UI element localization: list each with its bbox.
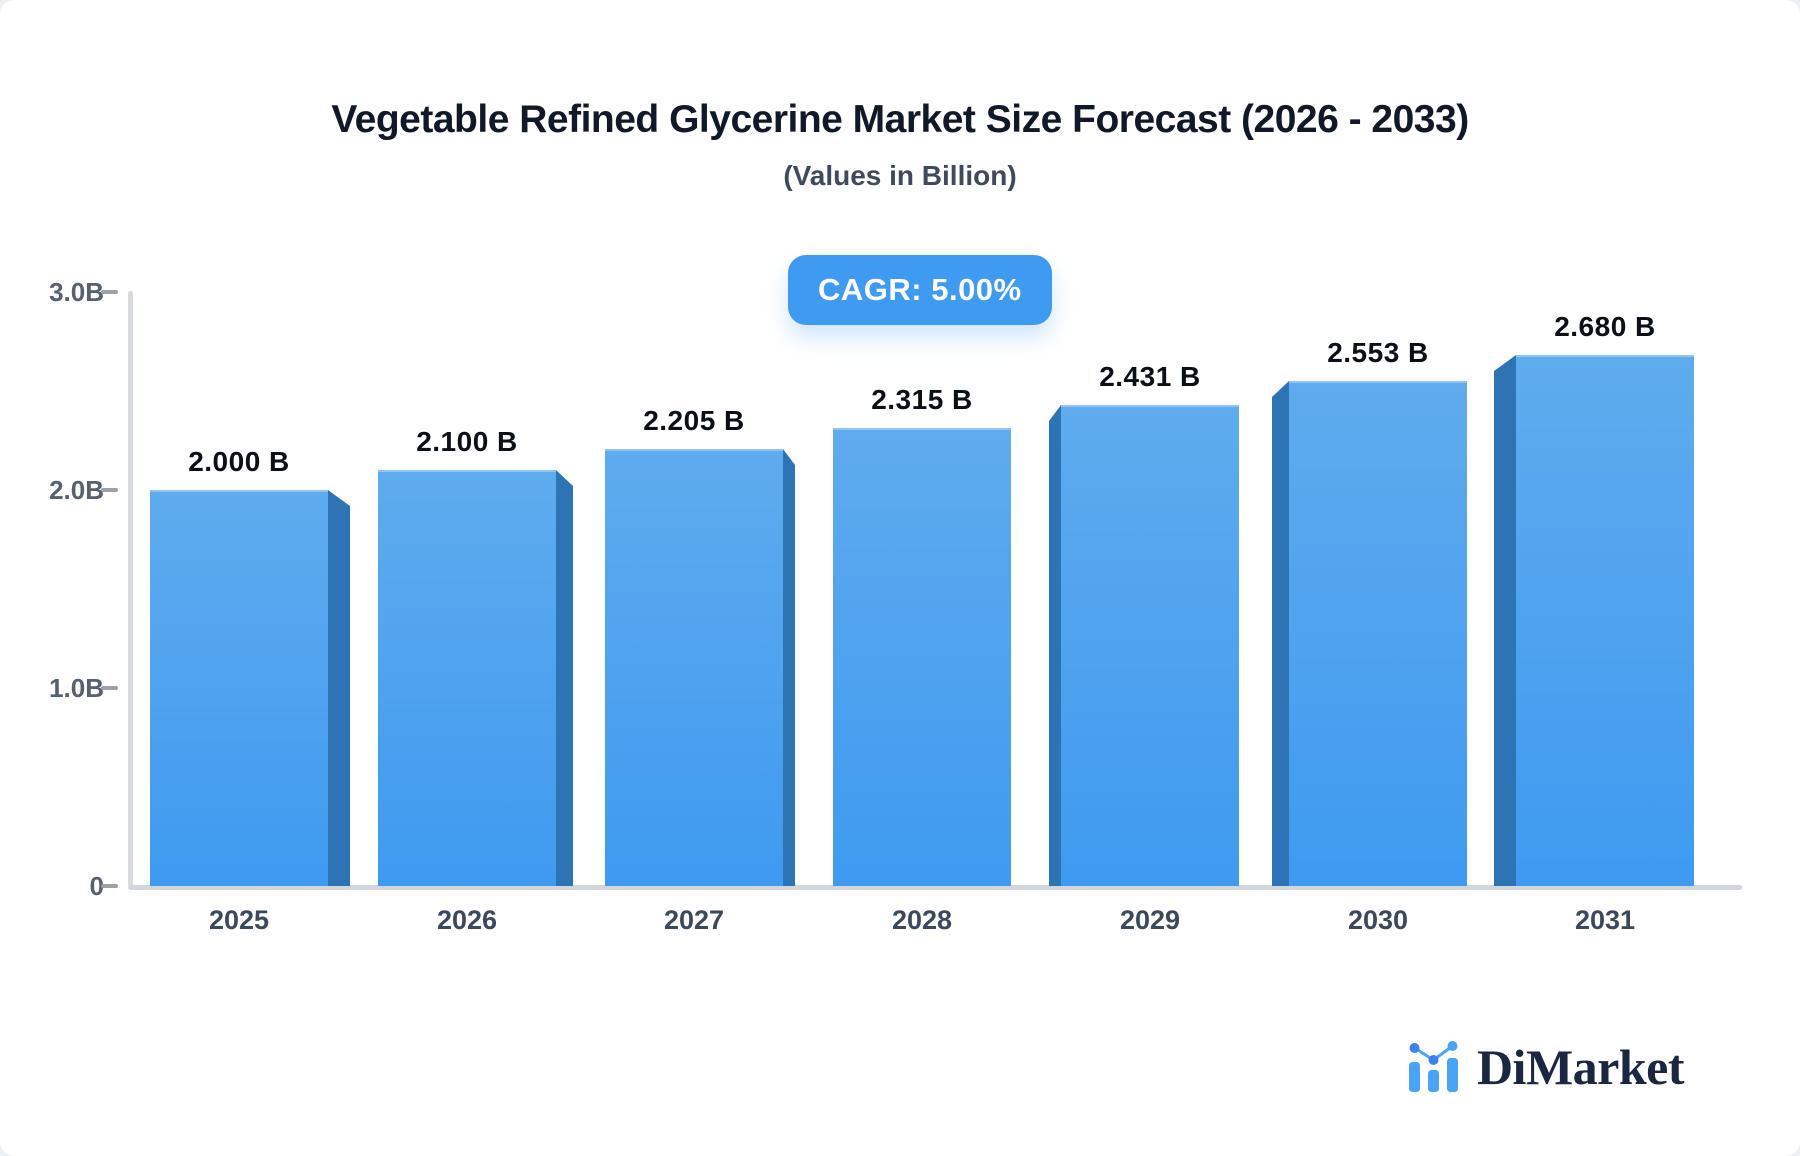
bar-value-label: 2.100 B — [416, 426, 518, 457]
bar-side-panel — [1049, 405, 1061, 886]
y-axis-label-0: 0 — [89, 871, 104, 901]
x-axis-label: 2030 — [1347, 905, 1409, 935]
bar-face — [833, 428, 1011, 886]
y-axis-tick — [101, 488, 118, 492]
bar-side-panel — [783, 449, 795, 886]
bar-2028 — [833, 428, 1011, 886]
bar-value-label: 2.553 B — [1327, 337, 1429, 368]
y-axis-tick — [101, 290, 118, 294]
bar-value-label: 2.315 B — [871, 384, 973, 415]
bar-value-label: 2.205 B — [643, 405, 745, 436]
bar-face — [1289, 381, 1467, 886]
bar-chart-logo-icon — [1408, 1041, 1458, 1092]
bar-side-panel — [1494, 355, 1516, 886]
y-axis-label-3b: 3.0B — [49, 277, 104, 307]
x-axis-label: 2028 — [891, 905, 953, 935]
bar-side-panel — [1272, 381, 1289, 886]
bar-2029 — [1049, 405, 1239, 886]
bar-2026 — [378, 470, 573, 886]
y-axis-label-1b: 1.0B — [49, 673, 104, 703]
bar-2025 — [150, 490, 350, 886]
y-axis-tick — [101, 686, 118, 690]
x-axis-label: 2025 — [208, 905, 270, 935]
brand-logo-text: DiMarket — [1476, 1039, 1685, 1095]
x-axis-label: 2027 — [663, 905, 725, 935]
bar-2031 — [1494, 355, 1694, 886]
brand-logo: DiMarket — [1407, 1038, 1685, 1096]
bar-face — [150, 490, 328, 886]
y-axis-tick — [101, 884, 118, 888]
bar-face — [605, 449, 783, 886]
y-axis-label-2b: 2.0B — [49, 475, 104, 505]
bar-value-label: 2.000 B — [188, 446, 290, 477]
cagr-badge: CAGR: 5.00% — [788, 255, 1052, 325]
bar-face — [1061, 405, 1239, 886]
chart-subtitle: (Values in Billion) — [783, 160, 1017, 191]
x-axis-label: 2026 — [436, 905, 498, 935]
x-axis-label: 2029 — [1119, 905, 1181, 935]
x-axis-line — [128, 885, 1742, 890]
x-axis-label: 2031 — [1574, 905, 1636, 935]
bar-side-panel — [328, 490, 350, 886]
bar-face — [1516, 355, 1694, 886]
y-axis-line — [128, 291, 133, 887]
bar-value-label: 2.680 B — [1554, 311, 1656, 342]
bar-2027 — [605, 449, 795, 886]
bar-value-label: 2.431 B — [1099, 361, 1201, 392]
chart-title: Vegetable Refined Glycerine Market Size … — [331, 98, 1469, 141]
bar-2030 — [1272, 381, 1467, 886]
bar-face — [378, 470, 556, 886]
bar-side-panel — [556, 470, 573, 886]
